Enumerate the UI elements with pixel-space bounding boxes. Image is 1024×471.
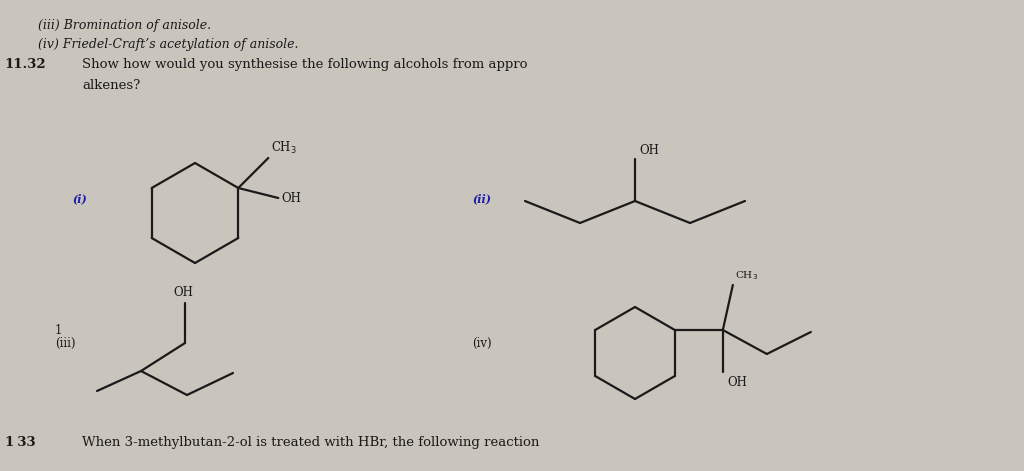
Text: (i): (i) [72, 194, 87, 204]
Text: 1: 1 [4, 436, 13, 449]
Text: (iii) Bromination of anisole.: (iii) Bromination of anisole. [38, 19, 211, 32]
Text: 1: 1 [55, 325, 62, 338]
Text: (ii): (ii) [472, 194, 490, 204]
Text: 33: 33 [13, 436, 36, 449]
Text: OH: OH [282, 192, 301, 204]
Text: Show how would you synthesise the following alcohols from appro: Show how would you synthesise the follow… [82, 58, 527, 71]
Text: 11.32: 11.32 [4, 58, 46, 71]
Text: (iii): (iii) [55, 336, 76, 349]
Text: alkenes?: alkenes? [82, 79, 140, 92]
Text: OH: OH [639, 144, 658, 157]
Text: (iv) Friedel-Craft’s acetylation of anisole.: (iv) Friedel-Craft’s acetylation of anis… [38, 38, 299, 51]
Text: (iv): (iv) [472, 336, 492, 349]
Text: CH$_3$: CH$_3$ [735, 269, 758, 282]
Text: CH$_3$: CH$_3$ [271, 140, 297, 156]
Text: When 3-methylbutan-2-ol is treated with HBr, the following reaction: When 3-methylbutan-2-ol is treated with … [82, 436, 540, 449]
Text: OH: OH [173, 286, 193, 299]
Text: OH: OH [728, 376, 748, 389]
